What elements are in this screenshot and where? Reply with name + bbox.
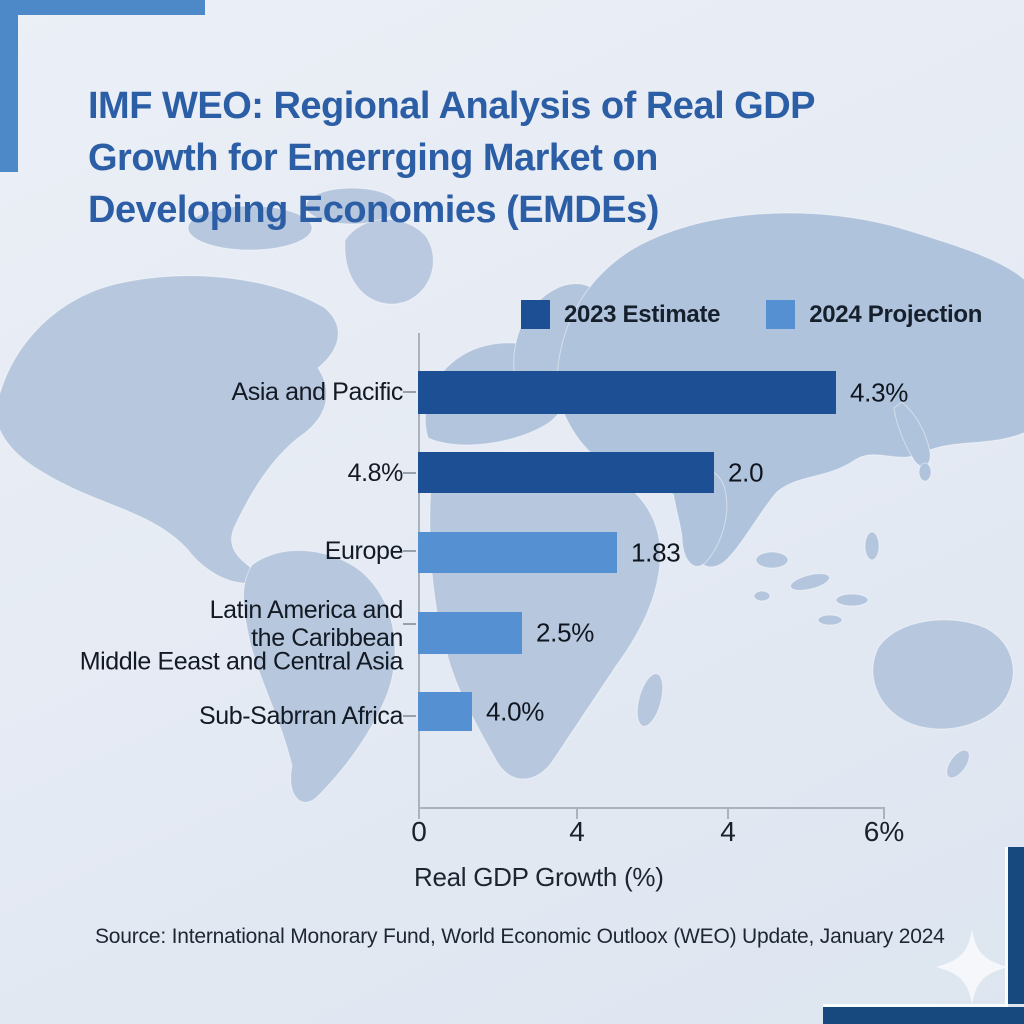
continent-north-america	[0, 187, 434, 584]
title-line-2: Growth for Emerrging Market on	[88, 137, 658, 179]
value-label: 4.0%	[486, 696, 545, 726]
x-tick-mark	[418, 809, 420, 819]
greenland	[344, 218, 434, 305]
row-tick-mark	[403, 391, 416, 393]
bar-latin-america-caribbean	[418, 612, 522, 654]
category-label-middle-east-central-asia: Middle Eeast and Central Asia	[79, 647, 404, 676]
category-label-europe: Europe	[324, 537, 404, 565]
bar-row-2	[418, 452, 714, 493]
row-tick-mark	[403, 715, 416, 717]
x-tick-label: 6%	[863, 816, 905, 847]
new-zealand	[946, 749, 970, 779]
bottom-right-accent-horizontal	[823, 1007, 1024, 1024]
chart-legend: 2023 Estimate 2024 Projection	[521, 300, 982, 329]
row-tick-mark	[403, 472, 416, 474]
value-label: 1.83	[631, 537, 681, 567]
x-tick-label: 4	[569, 816, 585, 847]
x-tick-label: 4	[720, 816, 736, 847]
legend-swatch-projection-icon	[766, 300, 796, 329]
x-tick-mark	[883, 809, 885, 819]
category-label-asia-and-pacific: Asia and Pacific	[231, 378, 404, 406]
bar-europe	[418, 532, 617, 573]
x-axis-line	[418, 807, 885, 809]
southeast-asia-islands	[753, 531, 880, 626]
top-left-accent-horizontal	[0, 0, 205, 15]
bar-asia-and-pacific	[418, 371, 836, 414]
category-label-sub-saharan-africa: Sub-Sabrran Africa	[198, 702, 403, 730]
bottom-right-accent-vertical	[1008, 847, 1024, 1024]
x-tick-mark	[576, 809, 578, 819]
value-label: 2.0	[728, 457, 764, 487]
title-line-3: Developing Economies (EMDEs)	[88, 189, 659, 231]
row-tick-mark	[403, 550, 416, 552]
row-tick-mark	[403, 623, 416, 625]
title-line-1: IMF WEO: Regional Analysis of Real GDP	[88, 85, 816, 127]
legend-item-2024-projection: 2024 Projection	[766, 300, 982, 329]
legend-label: 2024 Projection	[809, 300, 983, 328]
continent-south-america	[243, 550, 396, 803]
legend-item-2023-estimate: 2023 Estimate	[521, 300, 721, 329]
legend-label: 2023 Estimate	[564, 300, 721, 328]
source-attribution: Source: International Monorary Fund, Wor…	[95, 925, 945, 948]
bar-sub-saharan-africa	[418, 692, 472, 731]
sparkle-icon	[936, 929, 1008, 1005]
legend-swatch-estimate-icon	[521, 300, 550, 329]
page-title: IMF WEO: Regional Analysis of Real GDP G…	[88, 80, 888, 236]
value-label: 4.3%	[850, 377, 909, 407]
value-label: 2.5%	[536, 617, 595, 648]
continent-australia	[872, 619, 1014, 779]
x-tick-label: 0	[411, 816, 427, 847]
madagascar	[636, 673, 664, 727]
category-label-latin-america-caribbean: Latin America and the Caribbean	[209, 596, 404, 652]
top-left-accent-vertical	[0, 0, 18, 172]
x-tick-mark	[727, 809, 729, 819]
category-label-row-2: 4.8%	[347, 459, 404, 487]
x-axis-title: Real GDP Growth (%)	[414, 862, 664, 892]
